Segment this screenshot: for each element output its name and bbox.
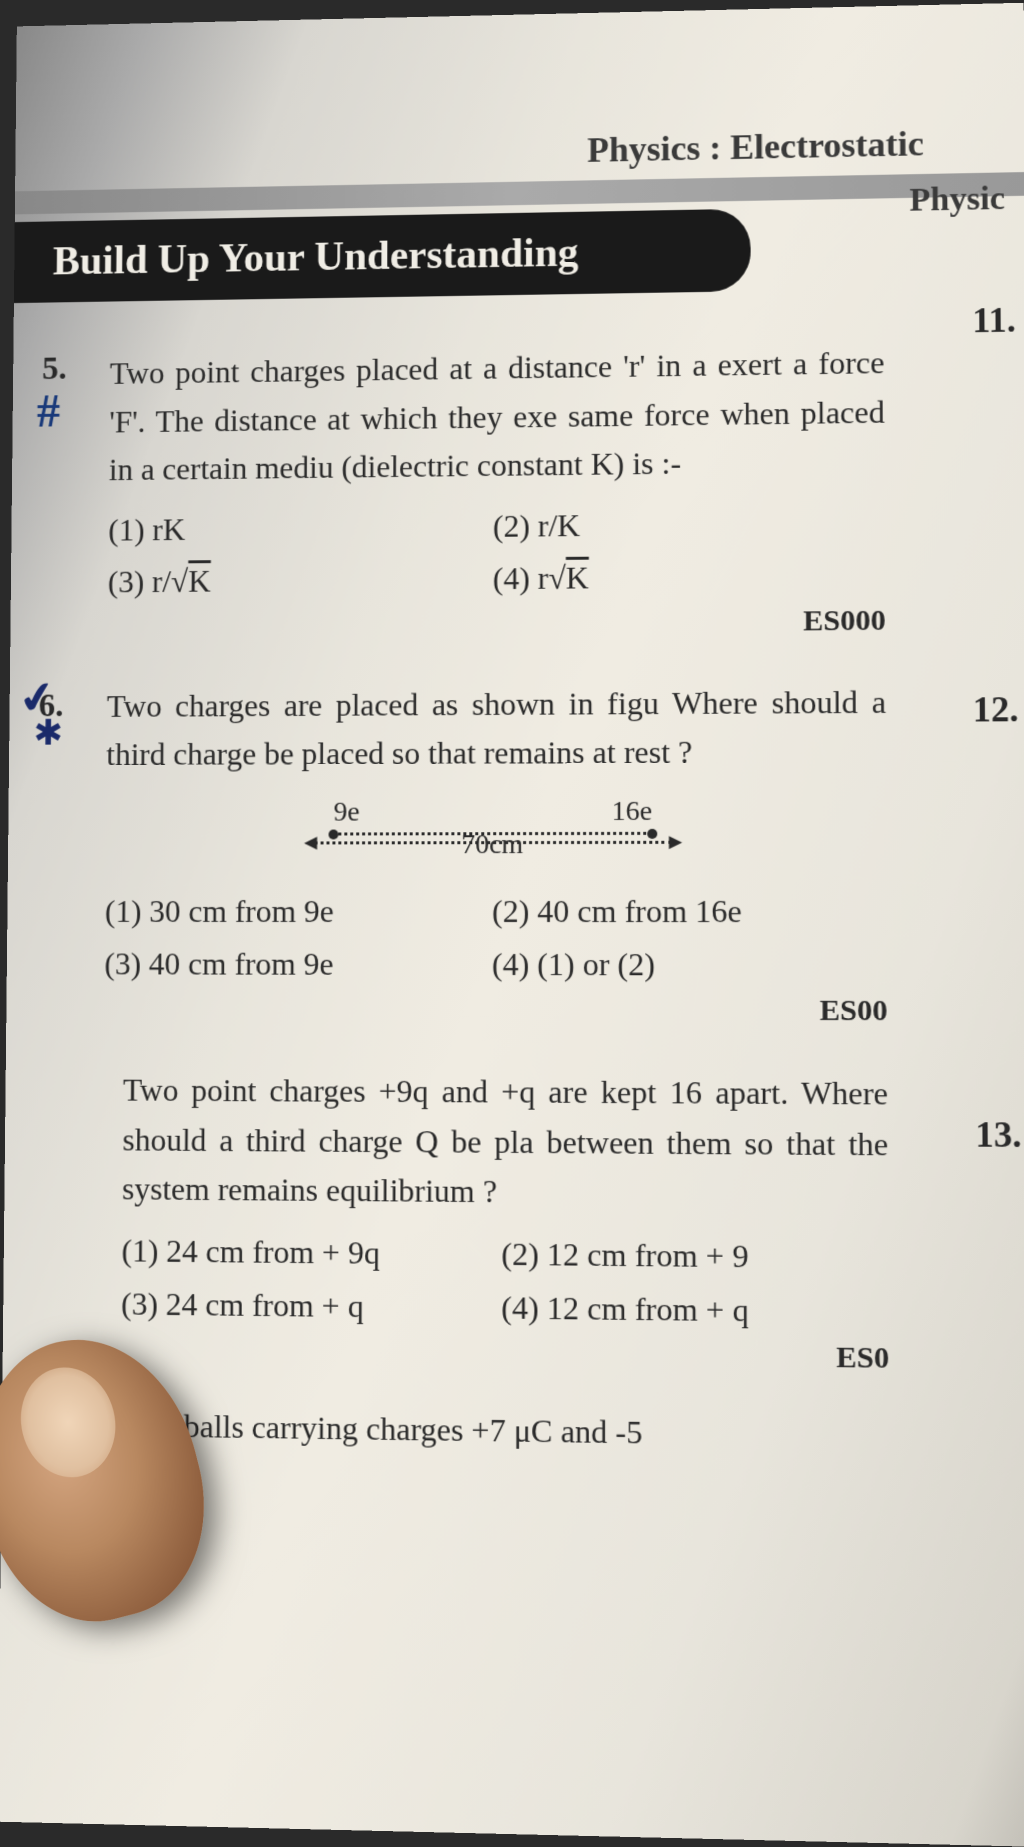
question-7: Two point charges +9q and +q are kept 16… bbox=[101, 1066, 992, 1377]
q5-options: (1) rK (2) r/K (3) r/K (4) rK bbox=[108, 504, 886, 600]
cut-off-text: Two balls carrying charges +7 μC and -5 bbox=[100, 1406, 993, 1456]
textbook-page: Physics : Electrostatic Physic Build Up … bbox=[0, 3, 1024, 1847]
q5-code: ES000 bbox=[107, 604, 886, 643]
q5-opt-3: (3) r/K bbox=[108, 560, 493, 600]
q6-options: (1) 30 cm from 9e (2) 40 cm from 16e (3)… bbox=[104, 893, 887, 984]
header-subject: Physics : Electrostatic bbox=[111, 123, 923, 180]
question-6: ✔ 6. ✱ Two charges are placed as shown i… bbox=[104, 677, 990, 1029]
q5-number: 5. bbox=[42, 351, 67, 388]
section-banner: Build Up Your Understanding bbox=[14, 209, 751, 303]
q7-code: ES0 bbox=[121, 1332, 890, 1375]
q7-opt-1: (1) 24 cm from + 9q bbox=[121, 1232, 501, 1273]
q5-opt-1: (1) rK bbox=[108, 508, 493, 548]
q5-text: Two point charges placed at a distance '… bbox=[109, 338, 885, 494]
q7-opt-3: (3) 24 cm from + q bbox=[121, 1285, 501, 1326]
q6-opt-2: (2) 40 cm from 16e bbox=[492, 893, 887, 930]
q6-code: ES00 bbox=[104, 992, 888, 1028]
q6-opt-4: (4) (1) or (2) bbox=[492, 946, 888, 984]
header-right-label: Physic bbox=[909, 180, 1005, 219]
q5-opt-4: (4) rK bbox=[493, 557, 886, 597]
q7-opt-2: (2) 12 cm from + 9 bbox=[501, 1235, 889, 1276]
question-5: 5. # Two point charges placed at a dista… bbox=[107, 337, 987, 643]
q7-opt-4: (4) 12 cm from + q bbox=[501, 1289, 889, 1331]
q7-text: Two point charges +9q and +q are kept 16… bbox=[122, 1066, 889, 1221]
diagram-left-charge: 9e bbox=[333, 797, 359, 829]
q5-hash-mark: # bbox=[37, 385, 61, 439]
q7-options: (1) 24 cm from + 9q (2) 12 cm from + 9 (… bbox=[121, 1232, 889, 1331]
q5-opt-2: (2) r/K bbox=[493, 504, 886, 545]
diagram-right-charge: 16e bbox=[612, 796, 653, 828]
side-number-11: 11. bbox=[972, 299, 1016, 341]
q6-diagram: 9e 16e 70cm bbox=[304, 796, 683, 875]
q6-opt-3: (3) 40 cm from 9e bbox=[104, 946, 492, 983]
q6-cross-mark: ✱ bbox=[33, 712, 63, 753]
q6-text: Two charges are placed as shown in figu … bbox=[106, 678, 886, 780]
q6-opt-1: (1) 30 cm from 9e bbox=[105, 893, 492, 930]
diagram-distance: 70cm bbox=[304, 829, 683, 862]
